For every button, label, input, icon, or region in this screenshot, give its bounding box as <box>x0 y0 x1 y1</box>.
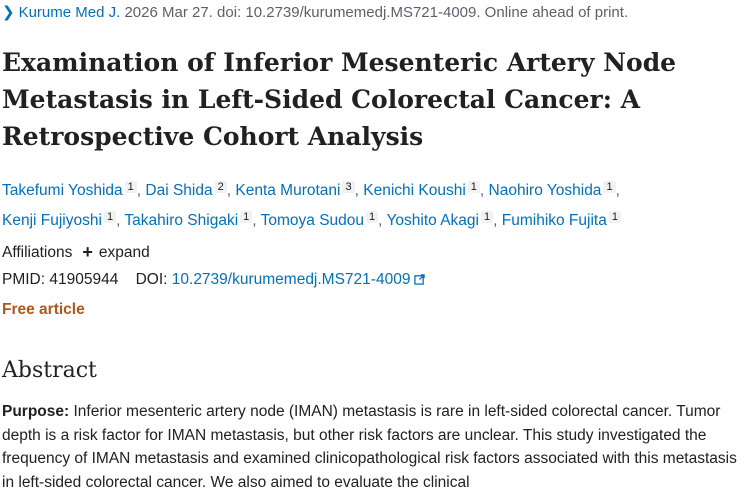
chevron-right-icon[interactable]: ❯ <box>2 4 15 21</box>
author-link[interactable]: Kenta Murotani <box>235 182 341 199</box>
author-link[interactable]: Kenji Fujiyoshi <box>2 212 102 229</box>
affiliation-number[interactable]: 3 <box>342 181 355 193</box>
author-link[interactable]: Kenichi Koushi <box>363 182 466 199</box>
affiliation-number[interactable]: 1 <box>608 211 621 223</box>
affiliations-label: Affiliations <box>2 244 73 261</box>
author-link[interactable]: Takefumi Yoshida <box>2 182 123 199</box>
doi-label: DOI: <box>135 271 168 288</box>
affiliation-number[interactable]: 1 <box>481 211 494 223</box>
article-title: Examination of Inferior Mesenteric Arter… <box>2 48 677 151</box>
pmid-value: 41905944 <box>49 271 119 288</box>
doi-value: 10.2739/kurumemedj.MS721-4009 <box>171 271 411 288</box>
doi-link[interactable]: 10.2739/kurumemedj.MS721-4009 <box>172 271 426 288</box>
author-link[interactable]: Tomoya Sudou <box>260 212 365 229</box>
journal-link[interactable]: Kurume Med J. <box>18 4 121 21</box>
author-link[interactable]: Fumihiko Fujita <box>501 212 607 229</box>
affiliation-number[interactable]: 1 <box>603 181 616 193</box>
author-link[interactable]: Naohiro Yoshida <box>488 182 602 199</box>
citation-line: ❯ Kurume Med J. 2026 Mar 27. doi: 10.2739… <box>2 4 628 22</box>
abstract-heading: Abstract <box>2 358 97 383</box>
external-link-icon <box>414 274 426 285</box>
identifiers-line: PMID: 41905944 DOI: 10.2739/kurumemedj.M… <box>2 270 426 290</box>
pmid-label: PMID: <box>2 271 46 288</box>
affiliation-number[interactable]: 1 <box>103 211 117 223</box>
citation-details: 2026 Mar 27. doi: 10.2739/kurumemedj.MS7… <box>120 4 629 21</box>
affiliation-number[interactable]: 1 <box>467 181 480 193</box>
authors-list: Takefumi Yoshida 1, Dai Shida 2, Kenta Mur… <box>2 181 621 229</box>
purpose-label: Purpose: <box>2 403 70 420</box>
affiliation-number[interactable]: 2 <box>214 181 227 193</box>
author-link[interactable]: Takahiro Shigaki <box>124 212 239 229</box>
affiliation-number[interactable]: 1 <box>124 181 137 193</box>
free-article-badge: Free article <box>2 301 85 318</box>
expand-label: expand <box>98 244 150 261</box>
affiliation-number[interactable]: 1 <box>366 211 379 223</box>
plus-icon: + <box>82 242 93 262</box>
affiliation-number[interactable]: 1 <box>240 211 253 223</box>
author-link[interactable]: Dai Shida <box>145 182 213 199</box>
abstract-paragraph: Purpose: Inferior mesenteric artery node… <box>2 400 747 494</box>
author-link[interactable]: Yoshito Akagi <box>386 212 479 229</box>
purpose-text: Inferior mesenteric artery node (IMAN) m… <box>2 403 737 491</box>
affiliations-toggle[interactable]: Affiliations + expand <box>2 241 150 263</box>
